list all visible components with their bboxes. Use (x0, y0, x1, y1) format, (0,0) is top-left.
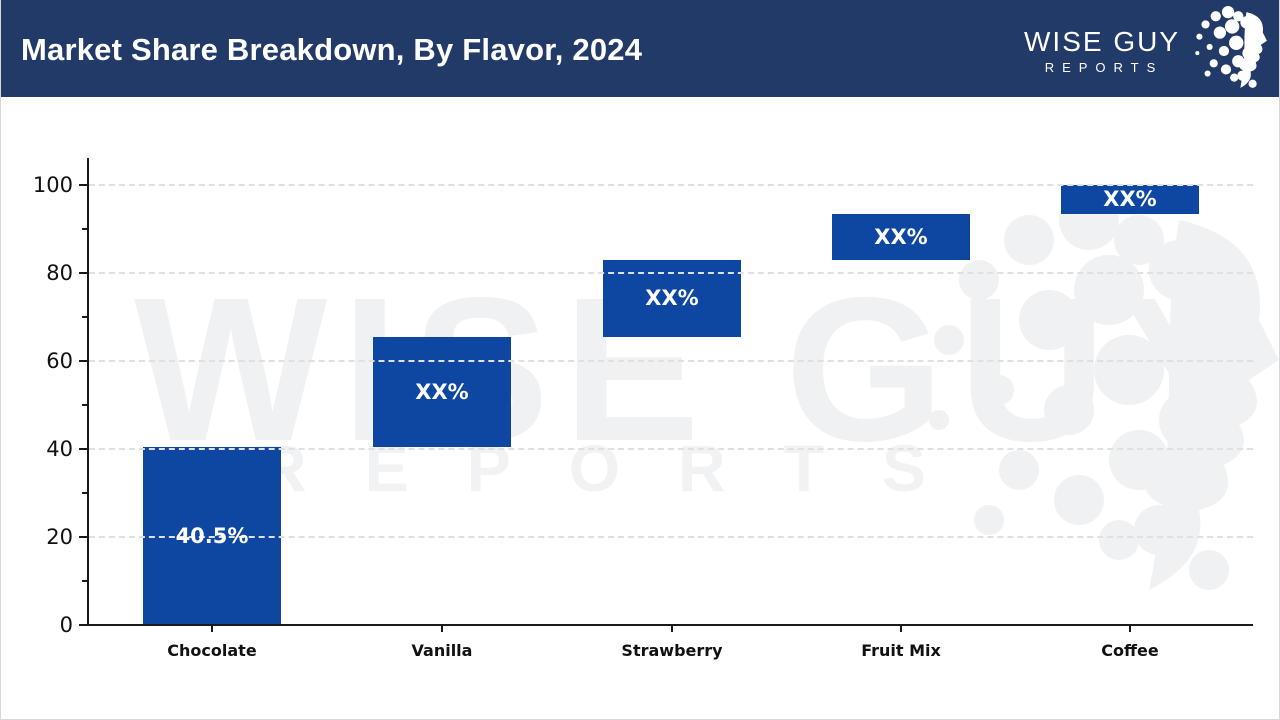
xtick-coffee (1129, 625, 1131, 632)
logo-reports-text: REPORTS (1044, 60, 1164, 75)
ytick-50 (82, 404, 87, 406)
ytick-40 (79, 448, 87, 450)
ytick-70 (82, 316, 87, 318)
ytick-label-100: 100 (32, 173, 73, 197)
gridline-40 (89, 448, 1253, 450)
ytick-label-80: 80 (46, 261, 73, 285)
bar-chocolate (143, 446, 281, 625)
bar-label-vanilla: XX% (415, 379, 469, 404)
xtick-fruit-mix (900, 625, 902, 632)
ytick-90 (82, 228, 87, 230)
xtick-strawberry (671, 625, 673, 632)
header-bar: Market Share Breakdown, By Flavor, 2024 … (1, 0, 1279, 97)
gridline-60 (89, 360, 1253, 362)
page-title: Market Share Breakdown, By Flavor, 2024 (21, 32, 643, 67)
logo-text: WISE GUY REPORTS (1017, 26, 1187, 75)
ytick-60 (79, 360, 87, 362)
logo-wiseguy-text: WISE GUY (1023, 26, 1180, 57)
bar-label-strawberry: XX% (645, 286, 699, 311)
xtick-chocolate (211, 625, 213, 632)
ytick-label-60: 60 (46, 349, 73, 373)
bar-label-fruit-mix: XX% (874, 224, 928, 249)
wise-guy-logo: WISE GUY REPORTS (1017, 4, 1267, 94)
gridline-100 (89, 184, 1253, 186)
bar-label-chocolate: 40.5% (175, 523, 249, 548)
bar-vanilla (373, 336, 511, 447)
ytick-10 (82, 580, 87, 582)
xtick-vanilla (441, 625, 443, 632)
ytick-label-0: 0 (59, 613, 73, 637)
ytick-label-20: 20 (46, 525, 73, 549)
x-label-coffee: Coffee (1101, 641, 1159, 660)
ytick-label-40: 40 (46, 437, 73, 461)
logo-head-icon (1195, 6, 1267, 88)
gridline-20 (89, 536, 1253, 538)
x-label-fruit-mix: Fruit Mix (861, 641, 941, 660)
gridline-80 (89, 272, 1253, 274)
ytick-0 (79, 624, 87, 626)
bar-fruit-mix (832, 213, 970, 260)
ytick-80 (79, 272, 87, 274)
x-label-chocolate: Chocolate (167, 641, 257, 660)
bar-label-coffee: XX% (1103, 187, 1157, 212)
x-label-vanilla: Vanilla (411, 641, 473, 660)
ytick-30 (82, 492, 87, 494)
ytick-20 (79, 536, 87, 538)
y-axis-line (87, 158, 89, 626)
x-axis-line (87, 624, 1253, 626)
x-label-strawberry: Strawberry (621, 641, 723, 660)
ytick-100 (79, 184, 87, 186)
